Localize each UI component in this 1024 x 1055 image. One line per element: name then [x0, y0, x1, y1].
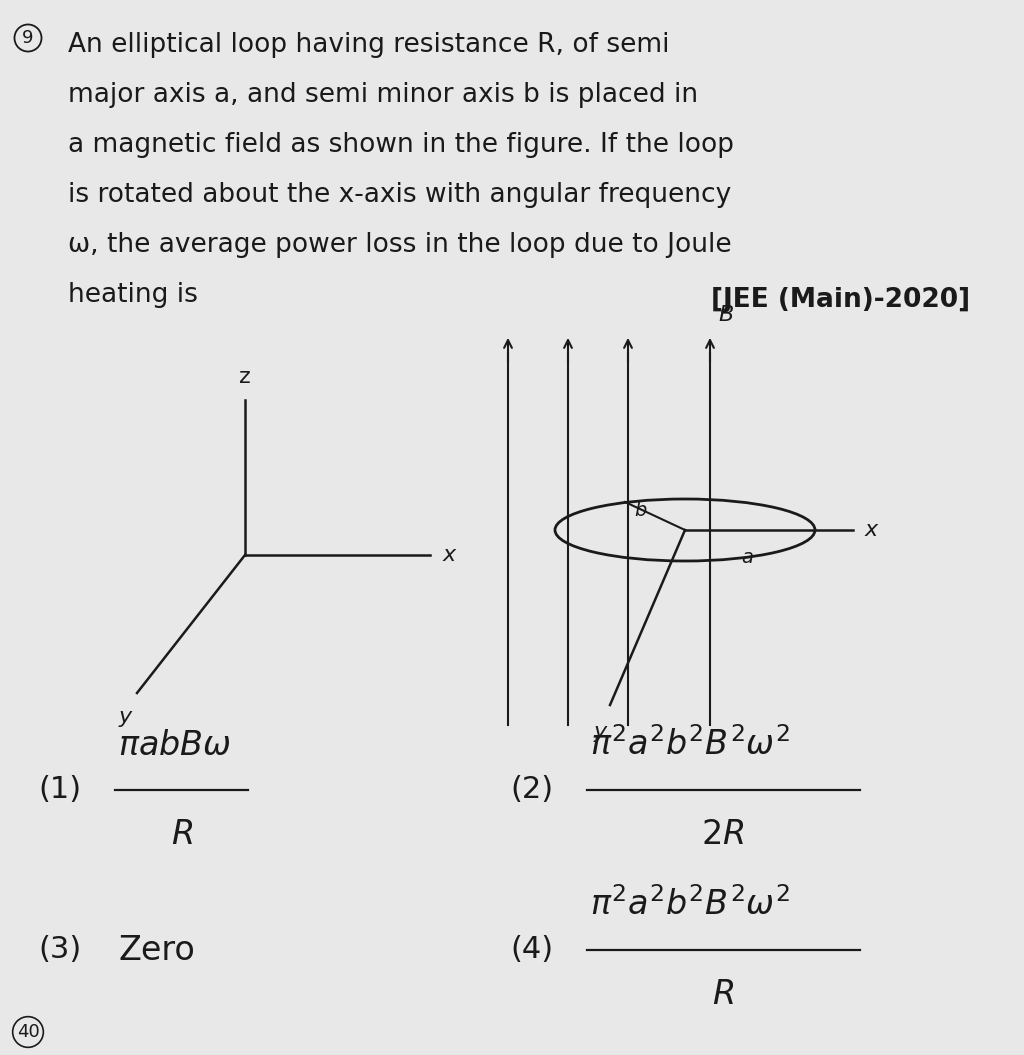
- Text: An elliptical loop having resistance R, of semi: An elliptical loop having resistance R, …: [68, 32, 670, 58]
- Text: $\pi^2 a^2 b^2 B^2 \omega^2$: $\pi^2 a^2 b^2 B^2 \omega^2$: [590, 727, 791, 762]
- Text: y: y: [119, 707, 131, 727]
- Text: y: y: [594, 722, 606, 742]
- Text: (1): (1): [38, 775, 81, 805]
- Text: x: x: [865, 520, 879, 540]
- Text: B: B: [718, 305, 733, 325]
- Text: $\pi abB\omega$: $\pi abB\omega$: [118, 729, 231, 762]
- Text: (2): (2): [510, 775, 553, 805]
- Text: 40: 40: [16, 1023, 39, 1041]
- Text: x: x: [443, 545, 456, 565]
- Text: is rotated about the x-axis with angular frequency: is rotated about the x-axis with angular…: [68, 183, 731, 208]
- Text: $R$: $R$: [712, 978, 734, 1011]
- Text: 9: 9: [23, 28, 34, 47]
- Text: $R$: $R$: [171, 818, 193, 851]
- Text: a: a: [741, 548, 753, 567]
- Text: b: b: [634, 501, 646, 520]
- Text: (4): (4): [510, 936, 553, 964]
- Text: [JEE (Main)-2020]: [JEE (Main)-2020]: [711, 287, 970, 313]
- Text: major axis a, and semi minor axis b is placed in: major axis a, and semi minor axis b is p…: [68, 82, 698, 108]
- Text: $\pi^2 a^2 b^2 B^2 \omega^2$: $\pi^2 a^2 b^2 B^2 \omega^2$: [590, 887, 791, 922]
- Text: (3): (3): [38, 936, 81, 964]
- Text: heating is: heating is: [68, 282, 198, 308]
- Text: z: z: [240, 367, 251, 387]
- Text: a magnetic field as shown in the figure. If the loop: a magnetic field as shown in the figure.…: [68, 132, 734, 158]
- Text: Zero: Zero: [118, 934, 195, 966]
- Text: ω, the average power loss in the loop due to Joule: ω, the average power loss in the loop du…: [68, 232, 731, 258]
- Text: $2R$: $2R$: [701, 818, 744, 851]
